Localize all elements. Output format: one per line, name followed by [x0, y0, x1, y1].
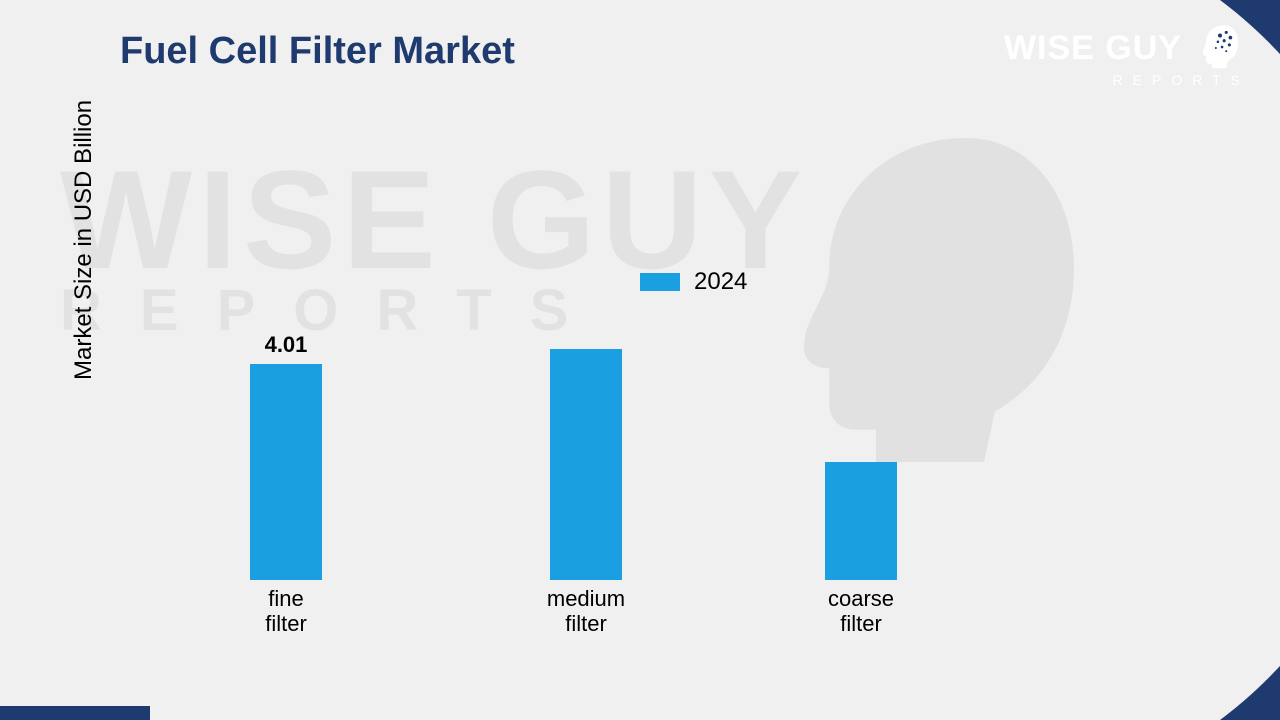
category-label: finefilter [231, 586, 341, 637]
y-axis-label: Market Size in USD Billion [70, 100, 98, 380]
bar [250, 364, 322, 580]
value-label: 4.01 [246, 332, 326, 358]
chart-title: Fuel Cell Filter Market [120, 30, 515, 73]
plot-area: finefilter4.01mediumfiltercoarsefilter [180, 150, 920, 580]
chart-area: finefilter4.01mediumfiltercoarsefilter [140, 150, 920, 630]
brand-name: WISE GUY [1004, 29, 1182, 68]
category-label: mediumfilter [531, 586, 641, 637]
stage: WISE GUY REPORTS Fuel Cell Filter Market… [0, 0, 1280, 720]
bar [825, 462, 897, 580]
footer-accent [0, 706, 150, 720]
brand-head-icon [1190, 22, 1250, 74]
brand-logo: WISE GUY REPORTS [1004, 22, 1250, 88]
bar [550, 349, 622, 580]
brand-sub: REPORTS [1004, 72, 1250, 88]
category-label: coarsefilter [806, 586, 916, 637]
